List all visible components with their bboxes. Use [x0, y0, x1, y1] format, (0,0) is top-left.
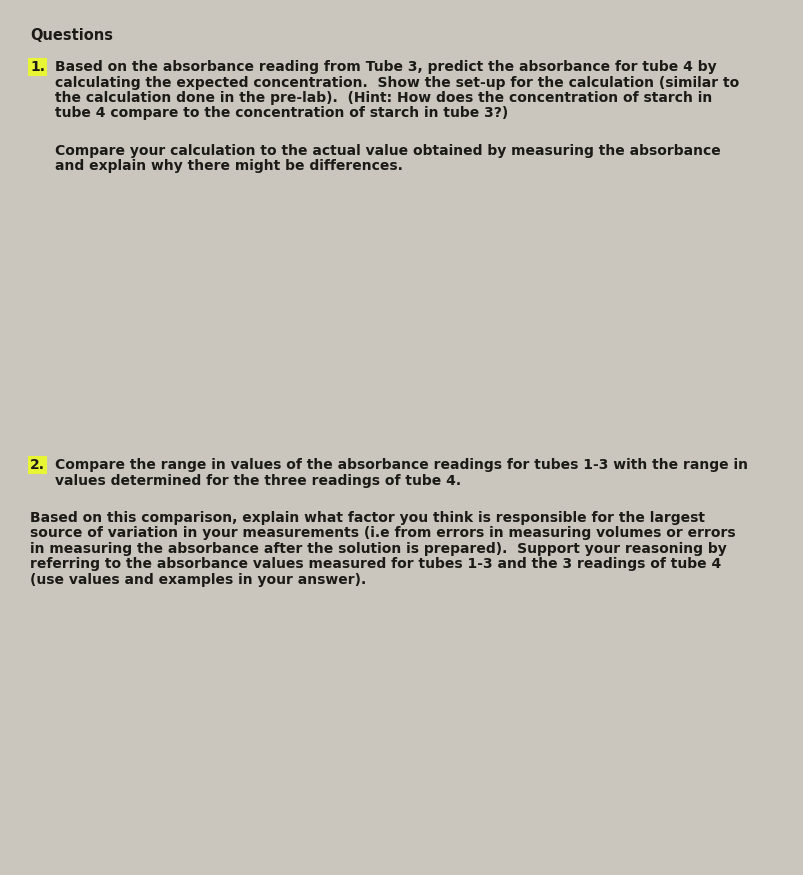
Text: values determined for the three readings of tube 4.: values determined for the three readings…	[55, 473, 461, 487]
Text: tube 4 compare to the concentration of starch in tube 3?): tube 4 compare to the concentration of s…	[55, 107, 507, 121]
Text: source of variation in your measurements (i.e from errors in measuring volumes o: source of variation in your measurements…	[30, 526, 735, 540]
Text: 2.: 2.	[30, 458, 45, 472]
Text: Compare your calculation to the actual value obtained by measuring the absorbanc: Compare your calculation to the actual v…	[55, 144, 719, 158]
Text: calculating the expected concentration.  Show the set-up for the calculation (si: calculating the expected concentration. …	[55, 75, 738, 89]
Text: Questions: Questions	[30, 28, 113, 43]
Text: in measuring the absorbance after the solution is prepared).  Support your reaso: in measuring the absorbance after the so…	[30, 542, 726, 556]
Text: Based on this comparison, explain what factor you think is responsible for the l: Based on this comparison, explain what f…	[30, 511, 704, 525]
Text: and explain why there might be differences.: and explain why there might be differenc…	[55, 159, 402, 173]
Text: referring to the absorbance values measured for tubes 1-3 and the 3 readings of : referring to the absorbance values measu…	[30, 557, 720, 571]
Text: (use values and examples in your answer).: (use values and examples in your answer)…	[30, 573, 366, 587]
Text: 1.: 1.	[30, 60, 45, 74]
Text: Compare the range in values of the absorbance readings for tubes 1-3 with the ra: Compare the range in values of the absor…	[55, 458, 747, 472]
Text: Based on the absorbance reading from Tube 3, predict the absorbance for tube 4 b: Based on the absorbance reading from Tub…	[55, 60, 715, 74]
Text: the calculation done in the pre-lab).  (Hint: How does the concentration of star: the calculation done in the pre-lab). (H…	[55, 91, 711, 105]
